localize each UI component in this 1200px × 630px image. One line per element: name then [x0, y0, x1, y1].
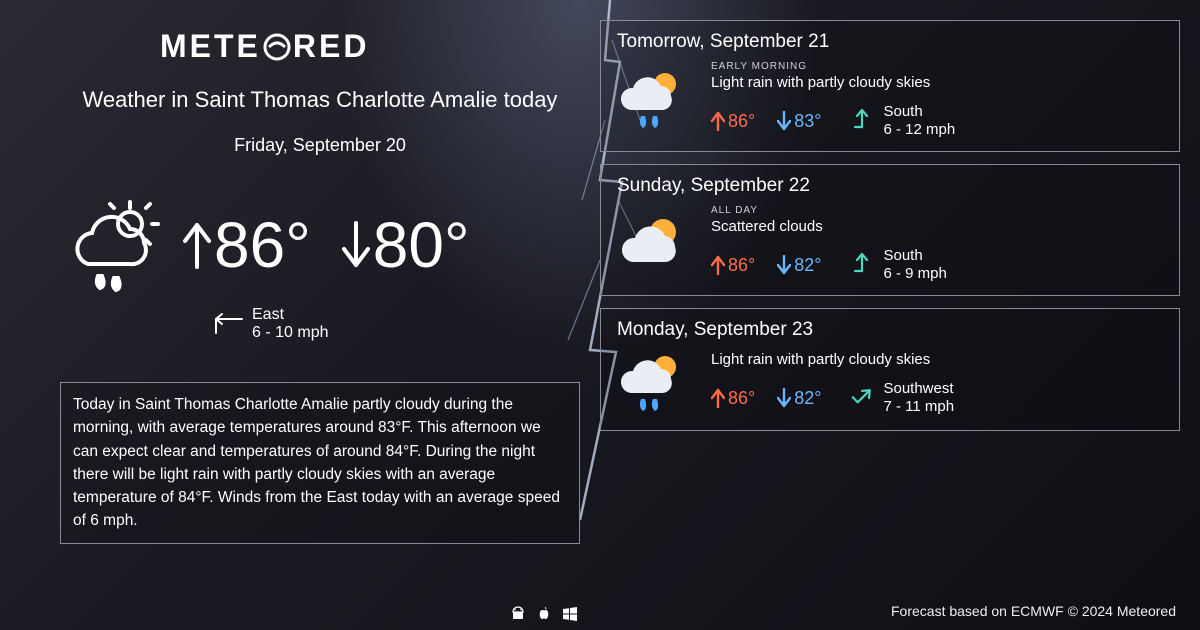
today-summary: Today in Saint Thomas Charlotte Amalie p… [60, 382, 580, 544]
arrow-up-icon [182, 221, 212, 269]
day-wind-speed: 7 - 11 mph [883, 398, 954, 416]
brand-logo: METE RED [160, 28, 580, 65]
current-weather-icon [60, 190, 170, 300]
arrow-down-icon [341, 221, 371, 269]
day-high: 86° [711, 388, 755, 409]
day-title: Sunday, September 22 [617, 175, 1163, 197]
today-wind: East 6 - 10 mph [210, 306, 580, 342]
day-title: Tomorrow, September 21 [617, 31, 1163, 53]
day-weather-icon [617, 210, 693, 279]
today-low-value: 80° [373, 208, 470, 282]
day-high: 86° [711, 255, 755, 276]
day-low: 82° [777, 255, 821, 276]
today-wind-dir: East [252, 306, 328, 324]
day-condition: Light rain with partly cloudy skies [711, 74, 1163, 91]
day-weather-icon [617, 349, 693, 418]
forecast-day-card[interactable]: Tomorrow, September 21 EARLY MORNING Lig… [600, 20, 1180, 152]
day-wind-speed: 6 - 9 mph [883, 265, 946, 283]
forecast-day-card[interactable]: Monday, September 23 Light rain with par… [600, 308, 1180, 431]
day-condition: Light rain with partly cloudy skies [711, 351, 1163, 368]
forecast-day-card[interactable]: Sunday, September 22 ALL DAY Scattered c… [600, 164, 1180, 296]
brand-text-2: RED [293, 28, 370, 65]
day-part-label: ALL DAY [711, 205, 1163, 216]
day-wind-dir: South [883, 103, 955, 121]
today-wind-speed: 6 - 10 mph [252, 324, 328, 342]
logo-swirl-icon [263, 33, 291, 61]
day-weather-icon [617, 66, 693, 135]
current-conditions: 86° 80° [60, 190, 580, 300]
footer-credit: Forecast based on ECMWF © 2024 Meteored [24, 600, 1176, 622]
day-low: 82° [777, 388, 821, 409]
day-title: Monday, September 23 [617, 319, 1163, 341]
day-wind-dir: South [883, 247, 946, 265]
day-part-label: EARLY MORNING [711, 61, 1163, 72]
day-condition: Scattered clouds [711, 218, 1163, 235]
today-date: Friday, September 20 [60, 135, 580, 156]
page-title: Weather in Saint Thomas Charlotte Amalie… [60, 87, 580, 113]
today-high-value: 86° [214, 208, 311, 282]
day-wind-speed: 6 - 12 mph [883, 121, 955, 139]
brand-text-1: METE [160, 28, 261, 65]
day-high: 86° [711, 111, 755, 132]
day-low: 83° [777, 111, 821, 132]
day-wind-dir: Southwest [883, 380, 954, 398]
wind-direction-icon [210, 313, 244, 335]
today-high: 86° [182, 208, 311, 282]
day-wind: Southwest 7 - 11 mph [851, 380, 954, 416]
day-wind: South 6 - 12 mph [851, 103, 955, 139]
day-wind: South 6 - 9 mph [851, 247, 946, 283]
forecast-list: Tomorrow, September 21 EARLY MORNING Lig… [600, 20, 1180, 620]
today-low: 80° [341, 208, 470, 282]
